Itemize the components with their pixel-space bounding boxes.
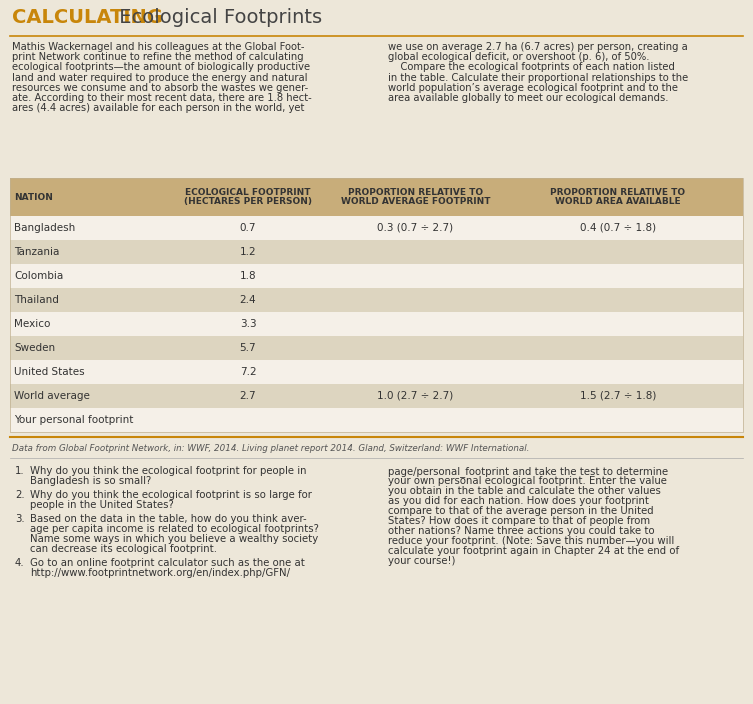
Text: CALCULATING: CALCULATING bbox=[12, 8, 163, 27]
Text: compare to that of the average person in the United: compare to that of the average person in… bbox=[388, 506, 654, 516]
Text: Mexico: Mexico bbox=[14, 319, 50, 329]
Bar bbox=[10, 288, 743, 312]
Text: 1.: 1. bbox=[15, 466, 25, 476]
Text: Your personal footprint: Your personal footprint bbox=[14, 415, 133, 425]
Bar bbox=[10, 384, 743, 408]
Text: 0.7: 0.7 bbox=[239, 223, 256, 233]
Text: in the table. Calculate their proportional relationships to the: in the table. Calculate their proportion… bbox=[388, 73, 688, 82]
Text: Why do you think the ecological footprint for people in: Why do you think the ecological footprin… bbox=[30, 466, 306, 476]
Bar bbox=[10, 178, 743, 216]
Text: can decrease its ecological footprint.: can decrease its ecological footprint. bbox=[30, 544, 217, 554]
Bar bbox=[10, 408, 743, 432]
Text: Ecological Footprints: Ecological Footprints bbox=[113, 8, 322, 27]
Text: 0.3 (0.7 ÷ 2.7): 0.3 (0.7 ÷ 2.7) bbox=[377, 223, 453, 233]
Text: Bangladesh: Bangladesh bbox=[14, 223, 75, 233]
Text: Thailand: Thailand bbox=[14, 295, 59, 305]
Text: we use on average 2.7 ha (6.7 acres) per person, creating a: we use on average 2.7 ha (6.7 acres) per… bbox=[388, 42, 687, 52]
Bar bbox=[10, 240, 743, 264]
Text: States? How does it compare to that of people from: States? How does it compare to that of p… bbox=[388, 516, 650, 526]
Text: 4.: 4. bbox=[15, 558, 25, 568]
Text: Name some ways in which you believe a wealthy society: Name some ways in which you believe a we… bbox=[30, 534, 319, 544]
Text: resources we consume and to absorb the wastes we gener-: resources we consume and to absorb the w… bbox=[12, 83, 308, 93]
Text: Colombia: Colombia bbox=[14, 271, 63, 281]
Text: reduce your footprint. (Note: Save this number—you will: reduce your footprint. (Note: Save this … bbox=[388, 536, 674, 546]
Text: print Network continue to refine the method of calculating: print Network continue to refine the met… bbox=[12, 52, 303, 62]
Text: your course!): your course!) bbox=[388, 556, 456, 566]
Text: World average: World average bbox=[14, 391, 90, 401]
Text: 0.4 (0.7 ÷ 1.8): 0.4 (0.7 ÷ 1.8) bbox=[580, 223, 656, 233]
Text: WORLD AREA AVAILABLE: WORLD AREA AVAILABLE bbox=[555, 197, 681, 206]
Text: (HECTARES PER PERSON): (HECTARES PER PERSON) bbox=[184, 197, 312, 206]
Text: Data from Global Footprint Network, in: WWF, 2014. Living planet report 2014. Gl: Data from Global Footprint Network, in: … bbox=[12, 444, 529, 453]
Text: 7.2: 7.2 bbox=[239, 367, 256, 377]
Text: ares (4.4 acres) available for each person in the world, yet: ares (4.4 acres) available for each pers… bbox=[12, 103, 304, 113]
Text: 1.8: 1.8 bbox=[239, 271, 256, 281]
Text: calculate your footprint again in Chapter 24 at the end of: calculate your footprint again in Chapte… bbox=[388, 546, 679, 556]
Text: page/personal_footprint and take the test to determine: page/personal_footprint and take the tes… bbox=[388, 466, 668, 477]
Bar bbox=[10, 360, 743, 384]
Text: Sweden: Sweden bbox=[14, 343, 55, 353]
Text: 5.7: 5.7 bbox=[239, 343, 256, 353]
Text: Bangladesh is so small?: Bangladesh is so small? bbox=[30, 476, 151, 486]
Text: PROPORTION RELATIVE TO: PROPORTION RELATIVE TO bbox=[550, 188, 685, 197]
Text: you obtain in the table and calculate the other values: you obtain in the table and calculate th… bbox=[388, 486, 661, 496]
Text: land and water required to produce the energy and natural: land and water required to produce the e… bbox=[12, 73, 307, 82]
Text: 3.3: 3.3 bbox=[239, 319, 256, 329]
Text: http://www.footprintnetwork.org/en/index.php/GFN/: http://www.footprintnetwork.org/en/index… bbox=[30, 568, 290, 578]
Text: 2.: 2. bbox=[15, 490, 25, 500]
Text: age per capita income is related to ecological footprints?: age per capita income is related to ecol… bbox=[30, 524, 319, 534]
Bar bbox=[10, 312, 743, 336]
Bar bbox=[10, 216, 743, 240]
Text: Why do you think the ecological footprint is so large for: Why do you think the ecological footprin… bbox=[30, 490, 312, 500]
Text: your own personal ecological footprint. Enter the value: your own personal ecological footprint. … bbox=[388, 476, 667, 486]
Bar bbox=[10, 336, 743, 360]
Text: world population’s average ecological footprint and to the: world population’s average ecological fo… bbox=[388, 83, 678, 93]
Text: other nations? Name three actions you could take to: other nations? Name three actions you co… bbox=[388, 526, 654, 536]
Text: PROPORTION RELATIVE TO: PROPORTION RELATIVE TO bbox=[348, 188, 483, 197]
Text: ecological footprints—the amount of biologically productive: ecological footprints—the amount of biol… bbox=[12, 63, 310, 73]
Text: 1.5 (2.7 ÷ 1.8): 1.5 (2.7 ÷ 1.8) bbox=[580, 391, 656, 401]
Bar bbox=[10, 178, 743, 432]
Text: 1.2: 1.2 bbox=[239, 247, 256, 257]
Text: area available globally to meet our ecological demands.: area available globally to meet our ecol… bbox=[388, 93, 669, 103]
Text: United States: United States bbox=[14, 367, 84, 377]
Text: WORLD AVERAGE FOOTPRINT: WORLD AVERAGE FOOTPRINT bbox=[341, 197, 490, 206]
Text: global ecological deficit, or overshoot (p. 6), of 50%.: global ecological deficit, or overshoot … bbox=[388, 52, 650, 62]
Text: Mathis Wackernagel and his colleagues at the Global Foot-: Mathis Wackernagel and his colleagues at… bbox=[12, 42, 304, 52]
Text: ECOLOGICAL FOOTPRINT: ECOLOGICAL FOOTPRINT bbox=[185, 188, 311, 197]
Text: NATION: NATION bbox=[14, 192, 53, 201]
Text: 1.0 (2.7 ÷ 2.7): 1.0 (2.7 ÷ 2.7) bbox=[377, 391, 453, 401]
Text: 2.4: 2.4 bbox=[239, 295, 256, 305]
Text: Based on the data in the table, how do you think aver-: Based on the data in the table, how do y… bbox=[30, 514, 306, 524]
Text: Compare the ecological footprints of each nation listed: Compare the ecological footprints of eac… bbox=[388, 63, 675, 73]
Text: ate. According to their most recent data, there are 1.8 hect-: ate. According to their most recent data… bbox=[12, 93, 312, 103]
Text: people in the United States?: people in the United States? bbox=[30, 500, 174, 510]
Text: Tanzania: Tanzania bbox=[14, 247, 59, 257]
Text: as you did for each nation. How does your footprint: as you did for each nation. How does you… bbox=[388, 496, 649, 506]
Text: Go to an online footprint calculator such as the one at: Go to an online footprint calculator suc… bbox=[30, 558, 305, 568]
Bar bbox=[10, 264, 743, 288]
Text: 2.7: 2.7 bbox=[239, 391, 256, 401]
Text: 3.: 3. bbox=[15, 514, 25, 524]
